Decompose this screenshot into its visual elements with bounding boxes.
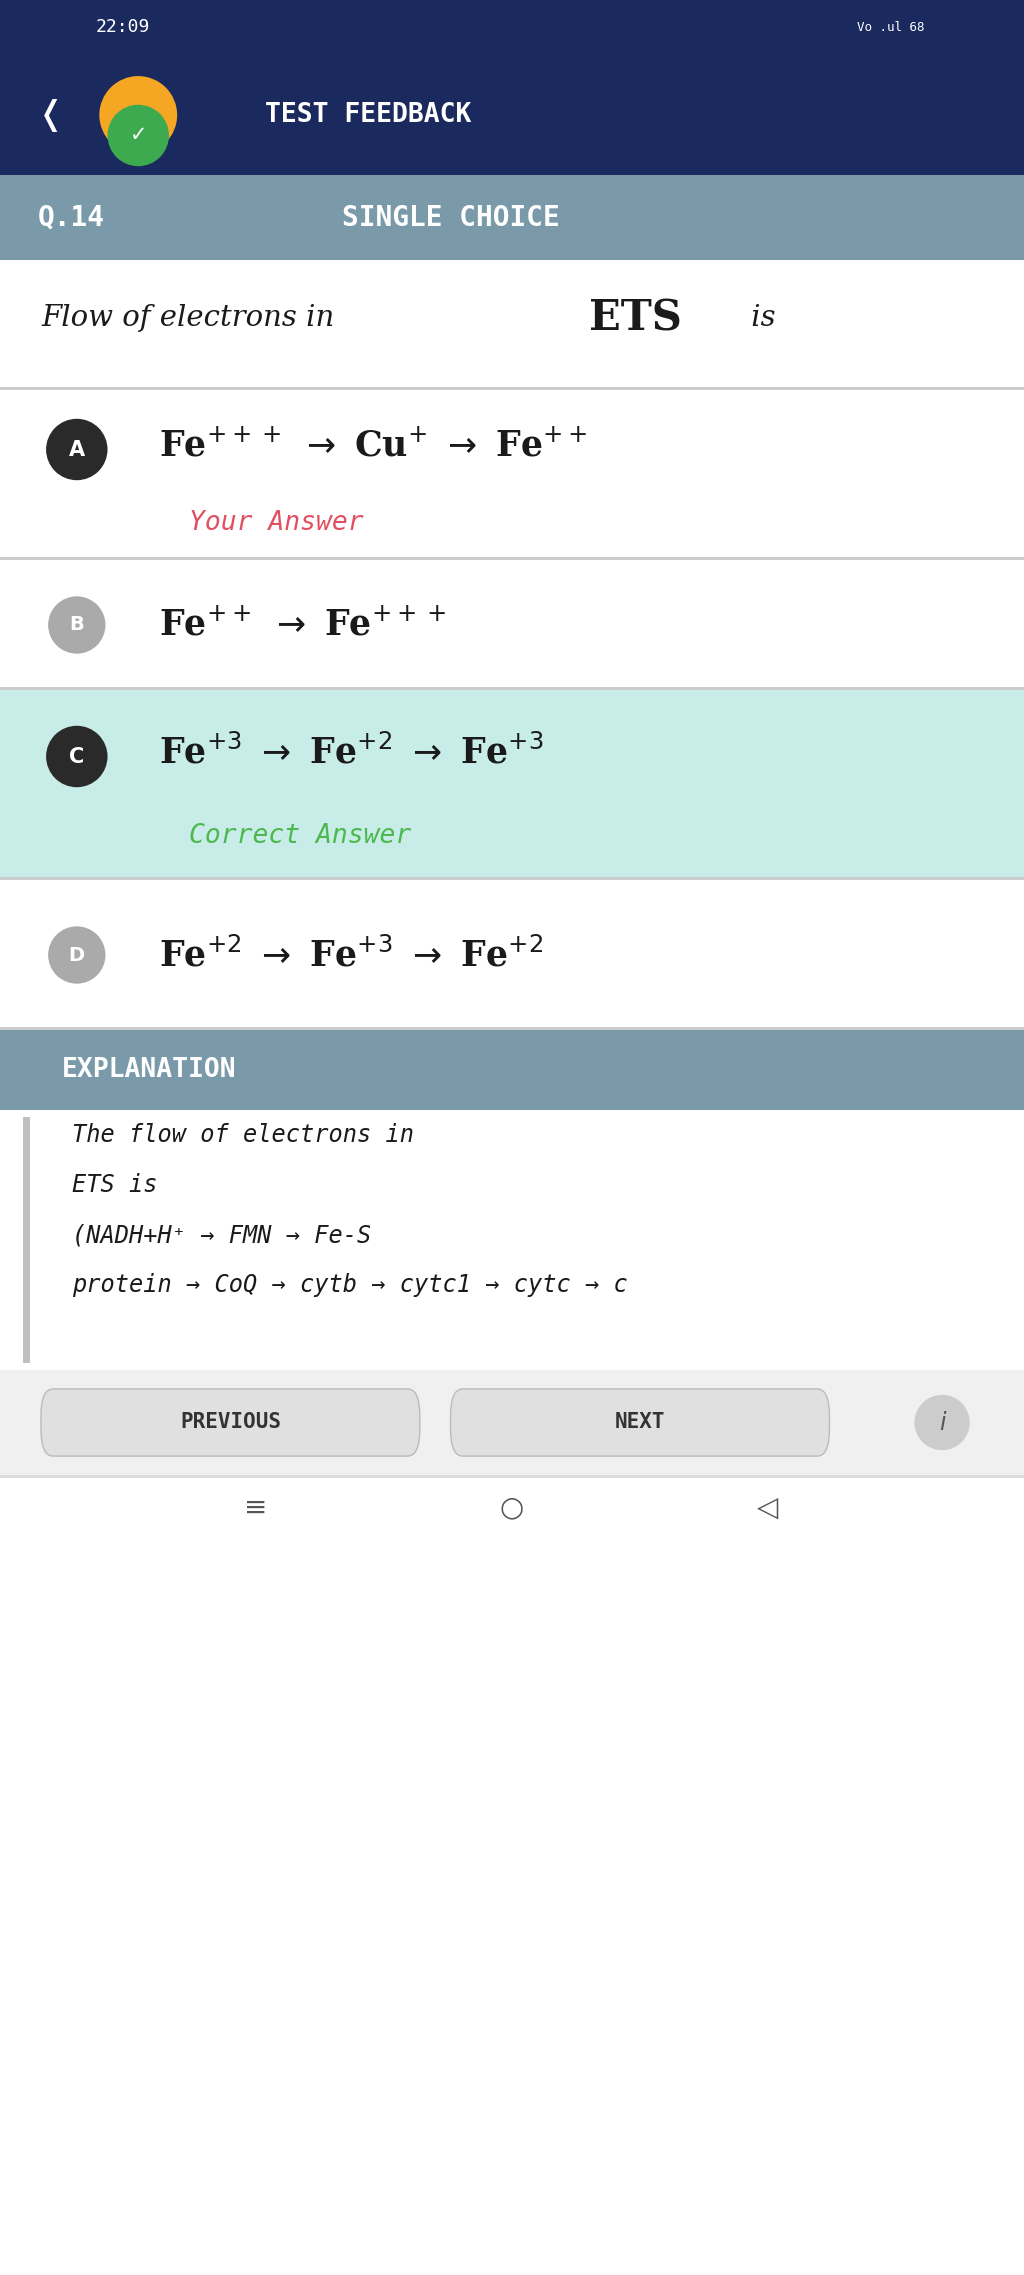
Text: The flow of electrons in: The flow of electrons in [72, 1124, 414, 1147]
Text: ○: ○ [500, 1492, 524, 1522]
Bar [0, 876, 1024, 880]
Text: ≡: ≡ [245, 1492, 267, 1522]
Text: Fe$^{+3}$ $\rightarrow$ Fe$^{+2}$ $\rightarrow$ Fe$^{+3}$: Fe$^{+3}$ $\rightarrow$ Fe$^{+2}$ $\righ… [159, 735, 544, 771]
Bar [0, 1110, 1024, 1370]
Bar [0, 880, 1024, 1031]
Ellipse shape [46, 726, 108, 787]
Bar [0, 387, 1024, 389]
Ellipse shape [99, 75, 177, 155]
Text: Correct Answer: Correct Answer [189, 824, 412, 849]
Text: ETS: ETS [589, 298, 682, 339]
Ellipse shape [48, 596, 105, 653]
Text: D: D [69, 946, 85, 965]
Bar [0, 689, 1024, 880]
Text: Fe$^{+++}$ $\rightarrow$ Cu$^{+}$ $\rightarrow$ Fe$^{++}$: Fe$^{+++}$ $\rightarrow$ Cu$^{+}$ $\righ… [159, 428, 588, 464]
Text: NEXT: NEXT [614, 1413, 666, 1433]
Text: Fe$^{++}$ $\rightarrow$ Fe$^{+++}$: Fe$^{++}$ $\rightarrow$ Fe$^{+++}$ [159, 607, 445, 642]
Bar [0, 1026, 1024, 1031]
Text: TEST FEEDBACK: TEST FEEDBACK [265, 102, 472, 127]
Bar [0, 55, 1024, 175]
Bar [0, 1031, 1024, 1110]
Text: Q.14: Q.14 [38, 202, 105, 232]
Ellipse shape [46, 419, 108, 480]
Bar [0, 389, 1024, 560]
Bar [0, 0, 1024, 55]
Bar [0, 175, 1024, 259]
Text: protein → CoQ → cytb → cytc1 → cytc → c: protein → CoQ → cytb → cytc1 → cytc → c [72, 1274, 628, 1297]
Text: PREVIOUS: PREVIOUS [180, 1413, 281, 1433]
Bar [0, 560, 1024, 689]
Text: ❬: ❬ [37, 98, 66, 132]
Text: Fe$^{+2}$ $\rightarrow$ Fe$^{+3}$ $\rightarrow$ Fe$^{+2}$: Fe$^{+2}$ $\rightarrow$ Fe$^{+3}$ $\righ… [159, 937, 543, 974]
FancyBboxPatch shape [41, 1390, 420, 1456]
FancyBboxPatch shape [451, 1390, 829, 1456]
Text: is: is [742, 305, 776, 332]
Text: ◁: ◁ [758, 1492, 778, 1522]
Text: ✓: ✓ [129, 125, 147, 146]
Bar [0, 1474, 1024, 1540]
Bar [0, 1474, 1024, 1479]
Ellipse shape [914, 1395, 970, 1449]
Text: 22:09: 22:09 [95, 18, 151, 36]
Text: Vo .ul 68: Vo .ul 68 [857, 20, 925, 34]
Bar [23, 1117, 30, 1363]
Ellipse shape [108, 105, 169, 166]
Text: i: i [939, 1410, 945, 1436]
Bar [0, 1540, 1024, 2275]
Bar [0, 259, 1024, 389]
Text: EXPLANATION: EXPLANATION [61, 1058, 237, 1083]
Ellipse shape [48, 926, 105, 983]
Text: C: C [70, 746, 84, 767]
Text: Flow of electrons in: Flow of electrons in [41, 305, 343, 332]
Text: SINGLE CHOICE: SINGLE CHOICE [342, 202, 559, 232]
Text: B: B [70, 617, 84, 635]
Text: (NADH+H⁺ → FMN → Fe-S: (NADH+H⁺ → FMN → Fe-S [72, 1224, 371, 1247]
Bar [0, 557, 1024, 560]
Text: ETS is: ETS is [72, 1174, 157, 1197]
Text: Your Answer: Your Answer [189, 510, 365, 535]
Bar [0, 1370, 1024, 1474]
Bar [0, 687, 1024, 689]
Text: A: A [69, 439, 85, 460]
